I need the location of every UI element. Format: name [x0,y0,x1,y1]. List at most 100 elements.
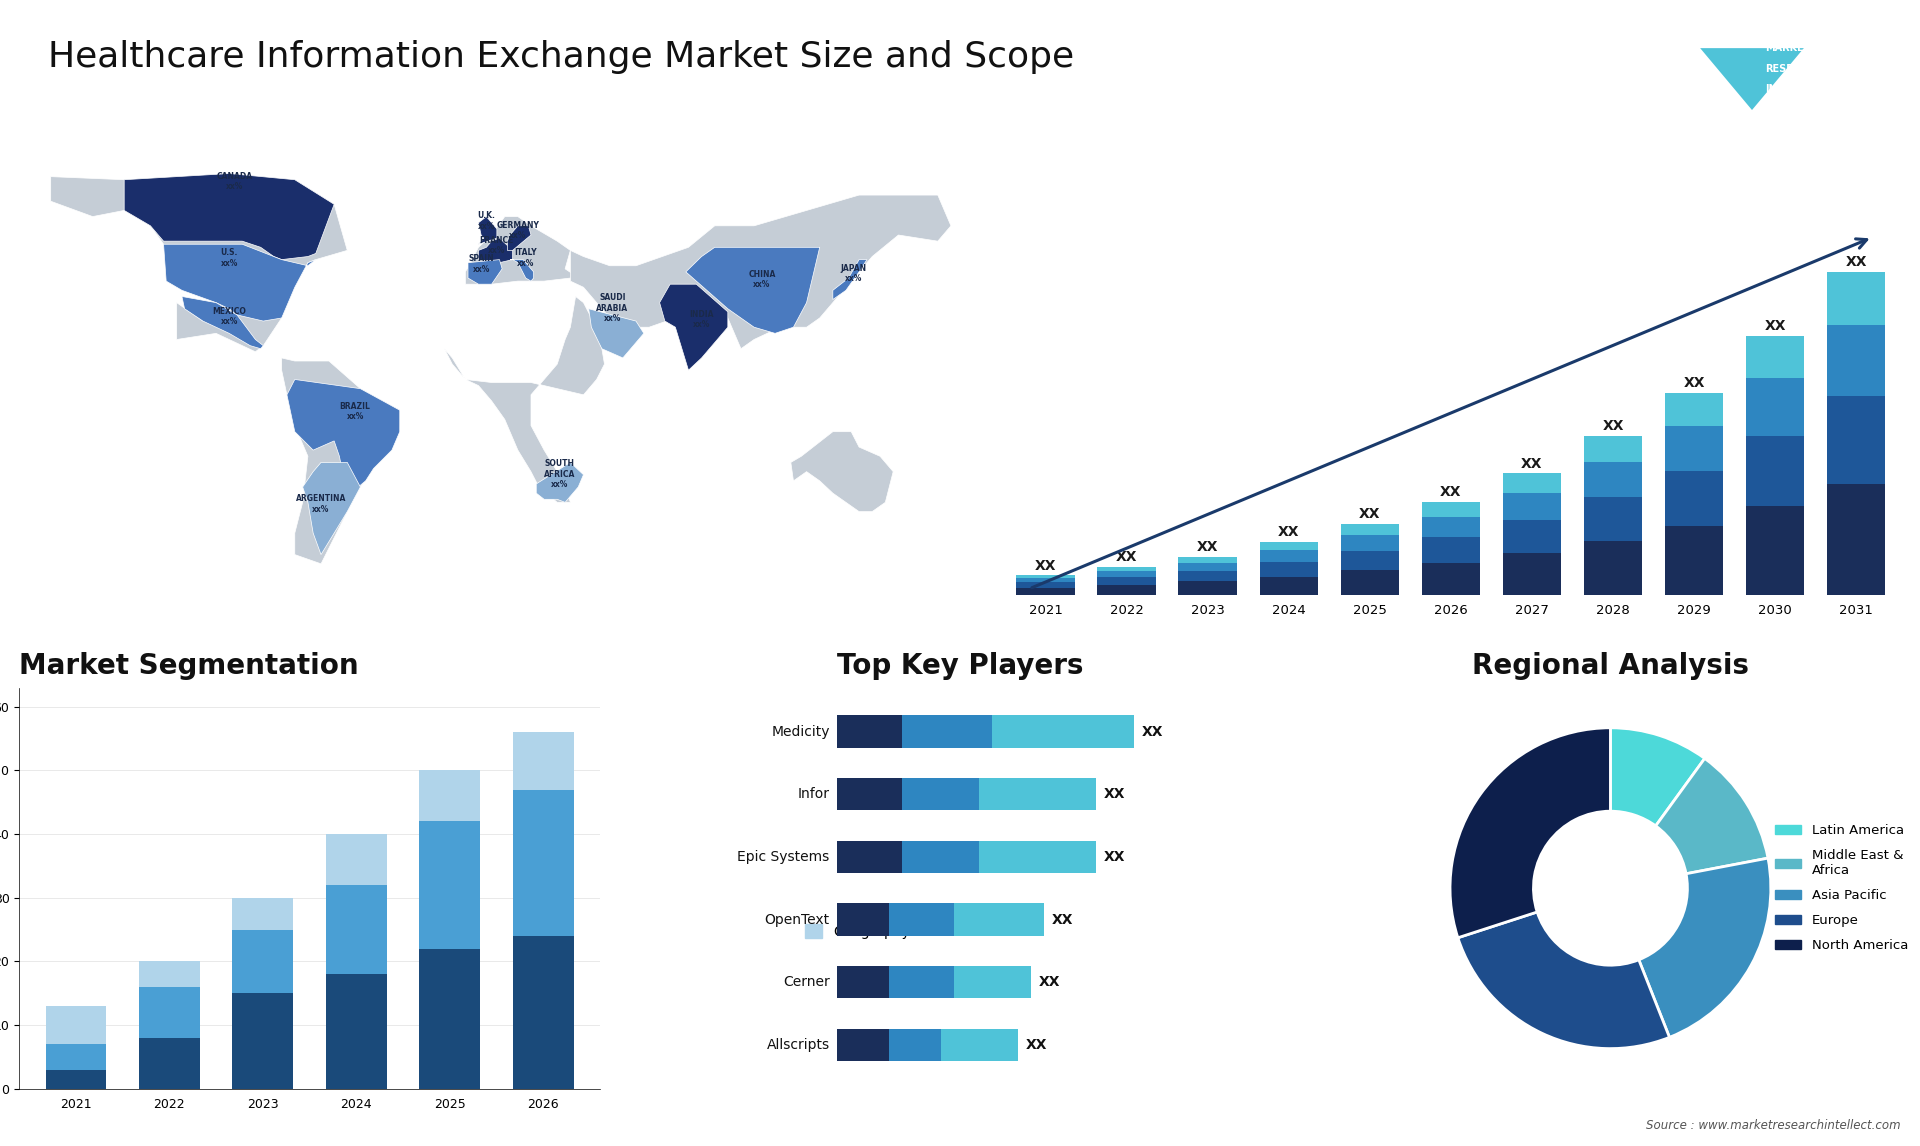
Bar [1340,524,1400,535]
Polygon shape [1701,48,1803,110]
Bar [1828,397,1885,485]
Bar [513,936,574,1089]
Bar [1584,437,1642,462]
Text: FRANCE
xx%: FRANCE xx% [480,236,515,256]
Text: Healthcare Information Exchange Market Size and Scope: Healthcare Information Exchange Market S… [48,40,1073,74]
Text: GERMANY
xx%: GERMANY xx% [497,221,540,241]
Text: SAUDI
ARABIA
xx%: SAUDI ARABIA xx% [597,293,628,323]
Bar [1745,435,1805,507]
Bar [513,732,574,790]
Bar [837,778,902,810]
Polygon shape [507,226,532,250]
Text: JAPAN
xx%: JAPAN xx% [841,264,866,283]
Polygon shape [163,244,315,321]
Polygon shape [286,379,399,496]
Bar [1260,576,1317,595]
Bar [954,966,1031,998]
Polygon shape [589,308,643,358]
Bar [1828,272,1885,324]
Text: INDIA
xx%: INDIA xx% [689,309,714,329]
Polygon shape [282,358,399,564]
Bar [837,966,889,998]
Text: SPAIN
xx%: SPAIN xx% [468,254,493,274]
Bar [1260,563,1317,576]
Bar [1584,541,1642,595]
Bar [1665,526,1724,595]
Title: Regional Analysis: Regional Analysis [1473,652,1749,680]
Bar [1098,567,1156,571]
Polygon shape [444,297,605,502]
Legend: Latin America, Middle East &
Africa, Asia Pacific, Europe, North America: Latin America, Middle East & Africa, Asi… [1770,819,1914,957]
Text: OpenText: OpenText [764,912,829,926]
Bar [1584,462,1642,497]
Text: BRAZIL
xx%: BRAZIL xx% [340,402,371,422]
Text: Medicity: Medicity [772,724,829,738]
Polygon shape [478,238,513,262]
Bar [1503,473,1561,494]
Bar [1421,563,1480,595]
Bar [1745,507,1805,595]
Bar [837,903,889,936]
Bar [889,966,954,998]
Bar [1503,520,1561,554]
Text: Allscripts: Allscripts [766,1038,829,1052]
Polygon shape [303,463,361,555]
Bar [46,1006,106,1044]
Text: MEXICO
xx%: MEXICO xx% [213,307,246,327]
Bar [326,885,386,974]
Polygon shape [465,217,584,284]
Bar [138,961,200,987]
Bar [1016,582,1075,588]
Bar [1745,378,1805,435]
Bar [889,903,954,936]
Polygon shape [536,463,584,502]
Bar [419,949,480,1089]
Bar [954,903,1044,936]
Bar [1179,563,1236,571]
Bar [1179,557,1236,563]
Text: XX: XX [1104,787,1125,801]
Bar [326,834,386,885]
Wedge shape [1450,728,1611,937]
Bar [1016,578,1075,582]
Bar [902,715,993,748]
Text: ARGENTINA
xx%: ARGENTINA xx% [296,494,346,513]
Bar [902,840,979,873]
Polygon shape [660,284,728,370]
Bar [1260,550,1317,563]
Text: SOUTH
AFRICA
xx%: SOUTH AFRICA xx% [543,460,576,489]
Text: XX: XX [1116,550,1137,564]
Polygon shape [478,217,497,244]
Wedge shape [1655,759,1768,873]
Bar [1503,554,1561,595]
Bar [1098,571,1156,578]
Text: XX: XX [1035,558,1056,573]
Text: XX: XX [1052,912,1073,926]
Text: Cerner: Cerner [783,975,829,989]
Text: XX: XX [1521,456,1542,471]
Polygon shape [1647,48,1751,110]
Polygon shape [685,248,820,333]
Text: Epic Systems: Epic Systems [737,850,829,864]
Polygon shape [50,173,348,352]
Bar [232,929,294,994]
Wedge shape [1611,728,1705,826]
Bar [1503,494,1561,520]
Text: Source : www.marketresearchintellect.com: Source : www.marketresearchintellect.com [1645,1120,1901,1132]
Text: Infor: Infor [797,787,829,801]
Bar [1179,571,1236,581]
Text: ITALY
xx%: ITALY xx% [515,249,538,268]
Bar [979,778,1096,810]
Text: XX: XX [1440,485,1461,499]
Text: XX: XX [1684,376,1705,390]
Bar [232,897,294,929]
Text: CANADA
xx%: CANADA xx% [217,172,252,191]
Bar [46,1044,106,1069]
Bar [1665,393,1724,426]
Bar [46,1069,106,1089]
Bar [1179,581,1236,595]
Bar [138,987,200,1038]
Bar [1098,578,1156,584]
Polygon shape [511,260,534,281]
Text: XX: XX [1196,540,1219,554]
